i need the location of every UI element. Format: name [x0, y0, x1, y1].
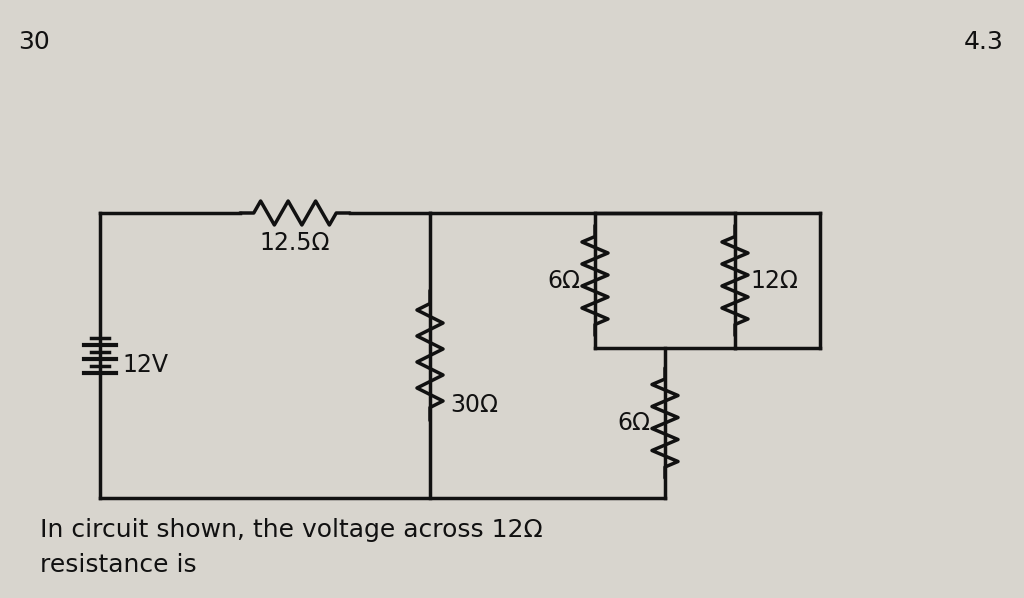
Text: 12V: 12V: [122, 353, 168, 377]
Text: In circuit shown, the voltage across 12Ω: In circuit shown, the voltage across 12Ω: [40, 518, 543, 542]
Text: 30Ω: 30Ω: [450, 393, 498, 417]
Text: 4.3: 4.3: [965, 30, 1004, 54]
Text: resistance is: resistance is: [40, 553, 197, 577]
Text: 30: 30: [18, 30, 50, 54]
Text: 6Ω: 6Ω: [617, 411, 650, 435]
Text: 12Ω: 12Ω: [750, 269, 798, 292]
Text: 12.5Ω: 12.5Ω: [260, 231, 331, 255]
Text: 6Ω: 6Ω: [547, 269, 580, 292]
